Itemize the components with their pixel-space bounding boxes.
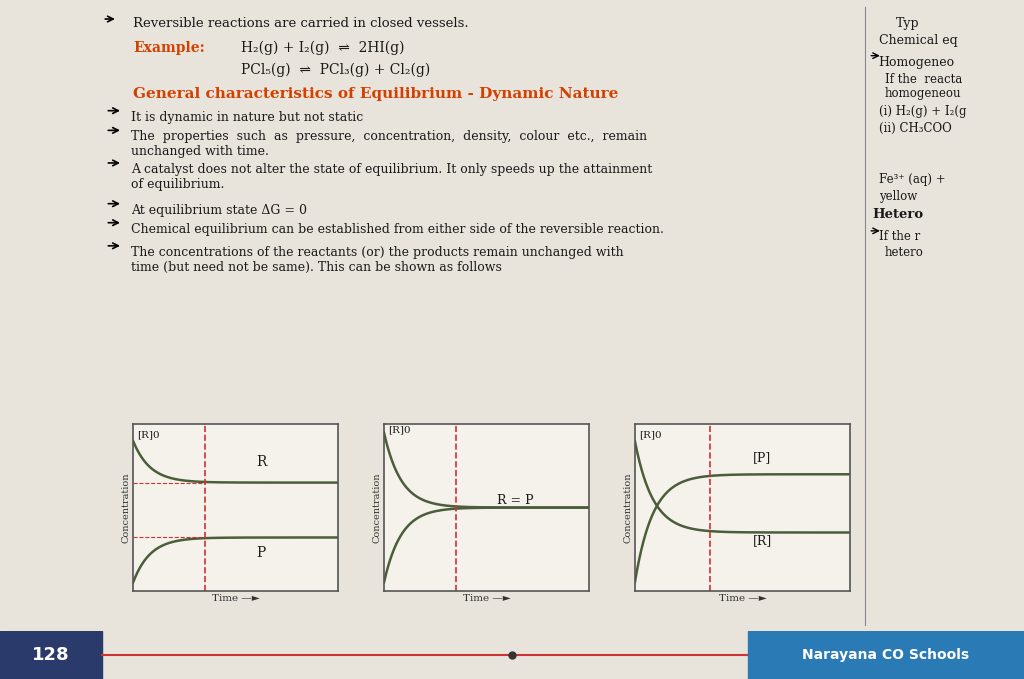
Text: 128: 128 [33,646,70,664]
Text: Chemical equilibrium can be established from either side of the reversible react: Chemical equilibrium can be established … [131,223,664,236]
Text: Example:: Example: [133,41,205,55]
Text: The  properties  such  as  pressure,  concentration,  density,  colour  etc.,  r: The properties such as pressure, concent… [131,130,647,158]
Text: [P]: [P] [754,451,771,464]
Text: [R]0: [R]0 [639,430,662,440]
Text: H₂(g) + I₂(g)  ⇌  2HI(g): H₂(g) + I₂(g) ⇌ 2HI(g) [241,41,404,55]
X-axis label: Time —►: Time —► [719,593,766,602]
Text: Fe³⁺ (aq) +: Fe³⁺ (aq) + [879,173,945,186]
Text: [R]0: [R]0 [137,430,160,440]
Text: General characteristics of Equilibrium - Dynamic Nature: General characteristics of Equilibrium -… [133,87,618,101]
Text: yellow: yellow [879,190,916,203]
Text: Narayana CO Schools: Narayana CO Schools [802,648,970,662]
Text: hetero: hetero [885,246,924,259]
Text: Chemical eq: Chemical eq [879,34,957,47]
Text: (ii) CH₃COO: (ii) CH₃COO [879,122,951,135]
X-axis label: Time —►: Time —► [463,593,510,602]
Text: Homogeneo: Homogeneo [879,56,954,69]
Text: [R]: [R] [754,534,772,547]
Bar [748,631,1024,679]
Text: R: R [256,455,266,469]
Text: The concentrations of the reactants (or) the products remain unchanged with
time: The concentrations of the reactants (or)… [131,246,624,274]
Text: P: P [256,547,265,560]
Text: Typ: Typ [896,17,920,30]
Text: If the r: If the r [879,230,920,242]
Text: Reversible reactions are carried in closed vessels.: Reversible reactions are carried in clos… [133,17,469,30]
Text: homogeneou: homogeneou [885,87,962,100]
Bar [0,631,102,679]
Text: Hetero: Hetero [872,208,924,221]
Y-axis label: Concentration: Concentration [623,473,632,543]
Y-axis label: Concentration: Concentration [121,473,130,543]
Y-axis label: Concentration: Concentration [372,473,381,543]
Text: (i) H₂(g) + I₂(g: (i) H₂(g) + I₂(g [879,105,966,118]
Text: At equilibrium state ΔG = 0: At equilibrium state ΔG = 0 [131,204,307,217]
Text: It is dynamic in nature but not static: It is dynamic in nature but not static [131,111,364,124]
Text: A catalyst does not alter the state of equilibrium. It only speeds up the attain: A catalyst does not alter the state of e… [131,163,652,191]
Text: R = P: R = P [497,494,534,507]
Text: [R]0: [R]0 [388,426,411,435]
X-axis label: Time —►: Time —► [212,593,259,602]
Text: If the  reacta: If the reacta [885,73,962,86]
Text: PCl₅(g)  ⇌  PCl₃(g) + Cl₂(g): PCl₅(g) ⇌ PCl₃(g) + Cl₂(g) [241,62,430,77]
